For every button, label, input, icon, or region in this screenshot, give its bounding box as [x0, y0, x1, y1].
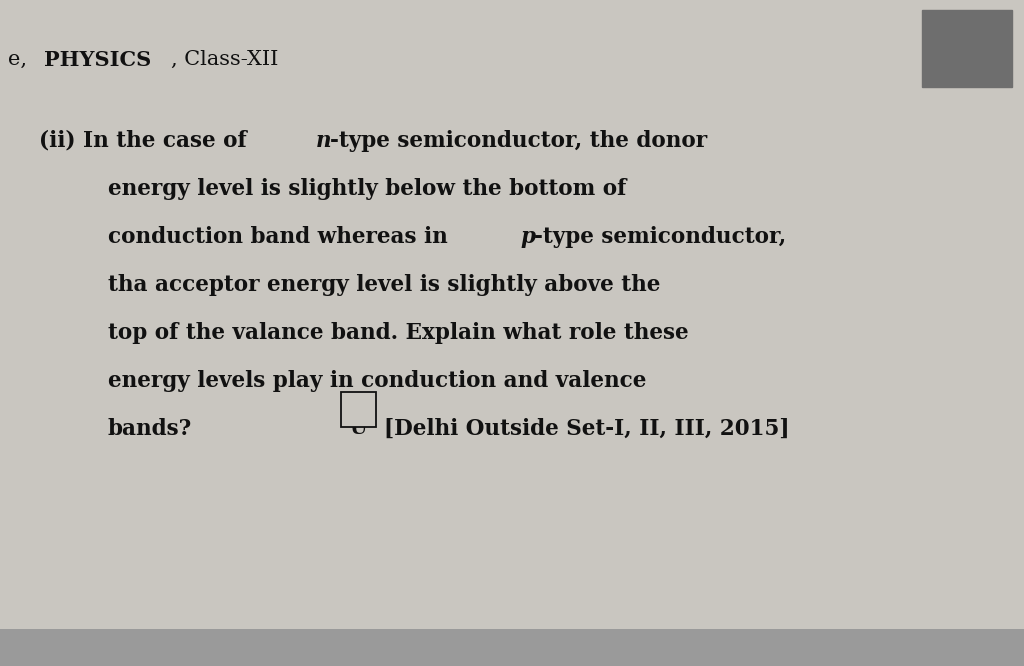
Text: , Class-XII: , Class-XII — [171, 50, 279, 69]
Text: -type semiconductor,: -type semiconductor, — [534, 226, 785, 248]
Text: (ii) In the case of: (ii) In the case of — [39, 130, 254, 152]
Text: [Delhi Outside Set-I, II, III, 2015]: [Delhi Outside Set-I, II, III, 2015] — [384, 418, 790, 440]
Text: p: p — [520, 226, 536, 248]
Text: energy level is slightly below the bottom of: energy level is slightly below the botto… — [108, 178, 626, 200]
Text: top of the valance band. Explain what role these: top of the valance band. Explain what ro… — [108, 322, 688, 344]
Text: PHYSICS: PHYSICS — [44, 50, 152, 70]
FancyBboxPatch shape — [341, 392, 376, 427]
Text: n: n — [315, 130, 331, 152]
Text: e,: e, — [8, 50, 34, 69]
Text: conduction band whereas in: conduction band whereas in — [108, 226, 455, 248]
Text: tha acceptor energy level is slightly above the: tha acceptor energy level is slightly ab… — [108, 274, 659, 296]
FancyBboxPatch shape — [922, 10, 1012, 87]
Text: energy levels play in conduction and valence: energy levels play in conduction and val… — [108, 370, 646, 392]
Text: -type semiconductor, the donor: -type semiconductor, the donor — [330, 130, 707, 152]
FancyBboxPatch shape — [0, 629, 1024, 666]
Text: U: U — [349, 418, 368, 438]
Text: bands?: bands? — [108, 418, 191, 440]
